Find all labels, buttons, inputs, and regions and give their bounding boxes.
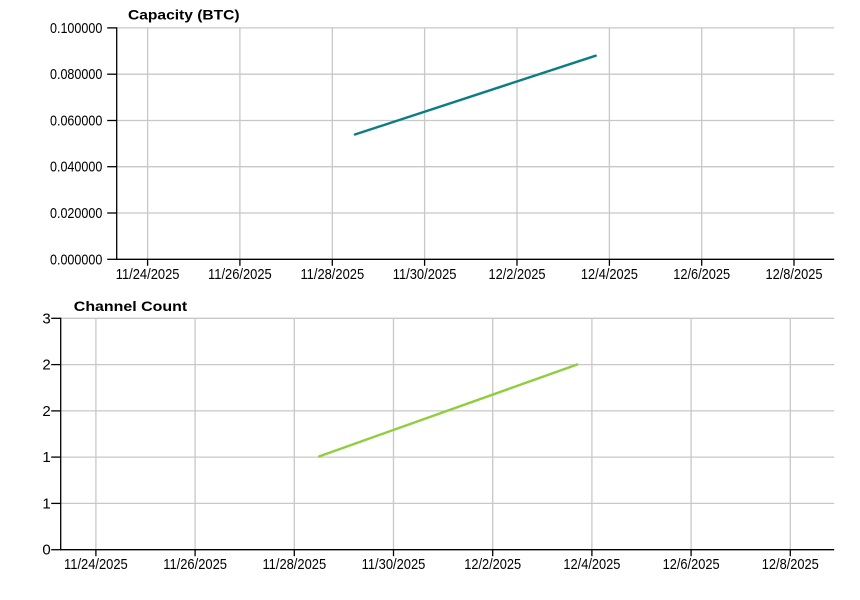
svg-text:12/4/2025: 12/4/2025	[581, 266, 638, 283]
svg-text:Capacity (BTC): Capacity (BTC)	[128, 7, 240, 22]
svg-text:12/2/2025: 12/2/2025	[489, 266, 546, 283]
svg-text:11/30/2025: 11/30/2025	[362, 556, 426, 573]
svg-text:1: 1	[42, 449, 50, 466]
svg-text:3: 3	[42, 310, 50, 327]
svg-text:0.060000: 0.060000	[50, 113, 102, 130]
svg-text:12/6/2025: 12/6/2025	[673, 266, 730, 283]
svg-text:0.100000: 0.100000	[50, 20, 102, 37]
svg-text:11/28/2025: 11/28/2025	[262, 556, 326, 573]
svg-text:11/24/2025: 11/24/2025	[64, 556, 128, 573]
svg-text:11/26/2025: 11/26/2025	[163, 556, 227, 573]
svg-text:11/26/2025: 11/26/2025	[208, 266, 272, 283]
svg-text:1: 1	[42, 495, 50, 512]
svg-text:12/4/2025: 12/4/2025	[563, 556, 620, 573]
svg-text:0.020000: 0.020000	[50, 205, 102, 222]
svg-text:12/2/2025: 12/2/2025	[464, 556, 521, 573]
svg-text:2: 2	[42, 357, 50, 374]
svg-text:12/8/2025: 12/8/2025	[766, 266, 823, 283]
svg-text:2: 2	[42, 403, 50, 420]
svg-text:11/28/2025: 11/28/2025	[300, 266, 364, 283]
svg-text:0.040000: 0.040000	[50, 159, 102, 176]
svg-text:11/24/2025: 11/24/2025	[116, 266, 180, 283]
svg-text:0.000000: 0.000000	[50, 251, 102, 268]
svg-text:12/6/2025: 12/6/2025	[663, 556, 720, 573]
svg-text:Channel Count: Channel Count	[74, 299, 188, 314]
svg-text:0: 0	[42, 542, 50, 559]
svg-text:11/30/2025: 11/30/2025	[393, 266, 457, 283]
svg-text:12/8/2025: 12/8/2025	[762, 556, 819, 573]
svg-text:0.080000: 0.080000	[50, 66, 102, 83]
